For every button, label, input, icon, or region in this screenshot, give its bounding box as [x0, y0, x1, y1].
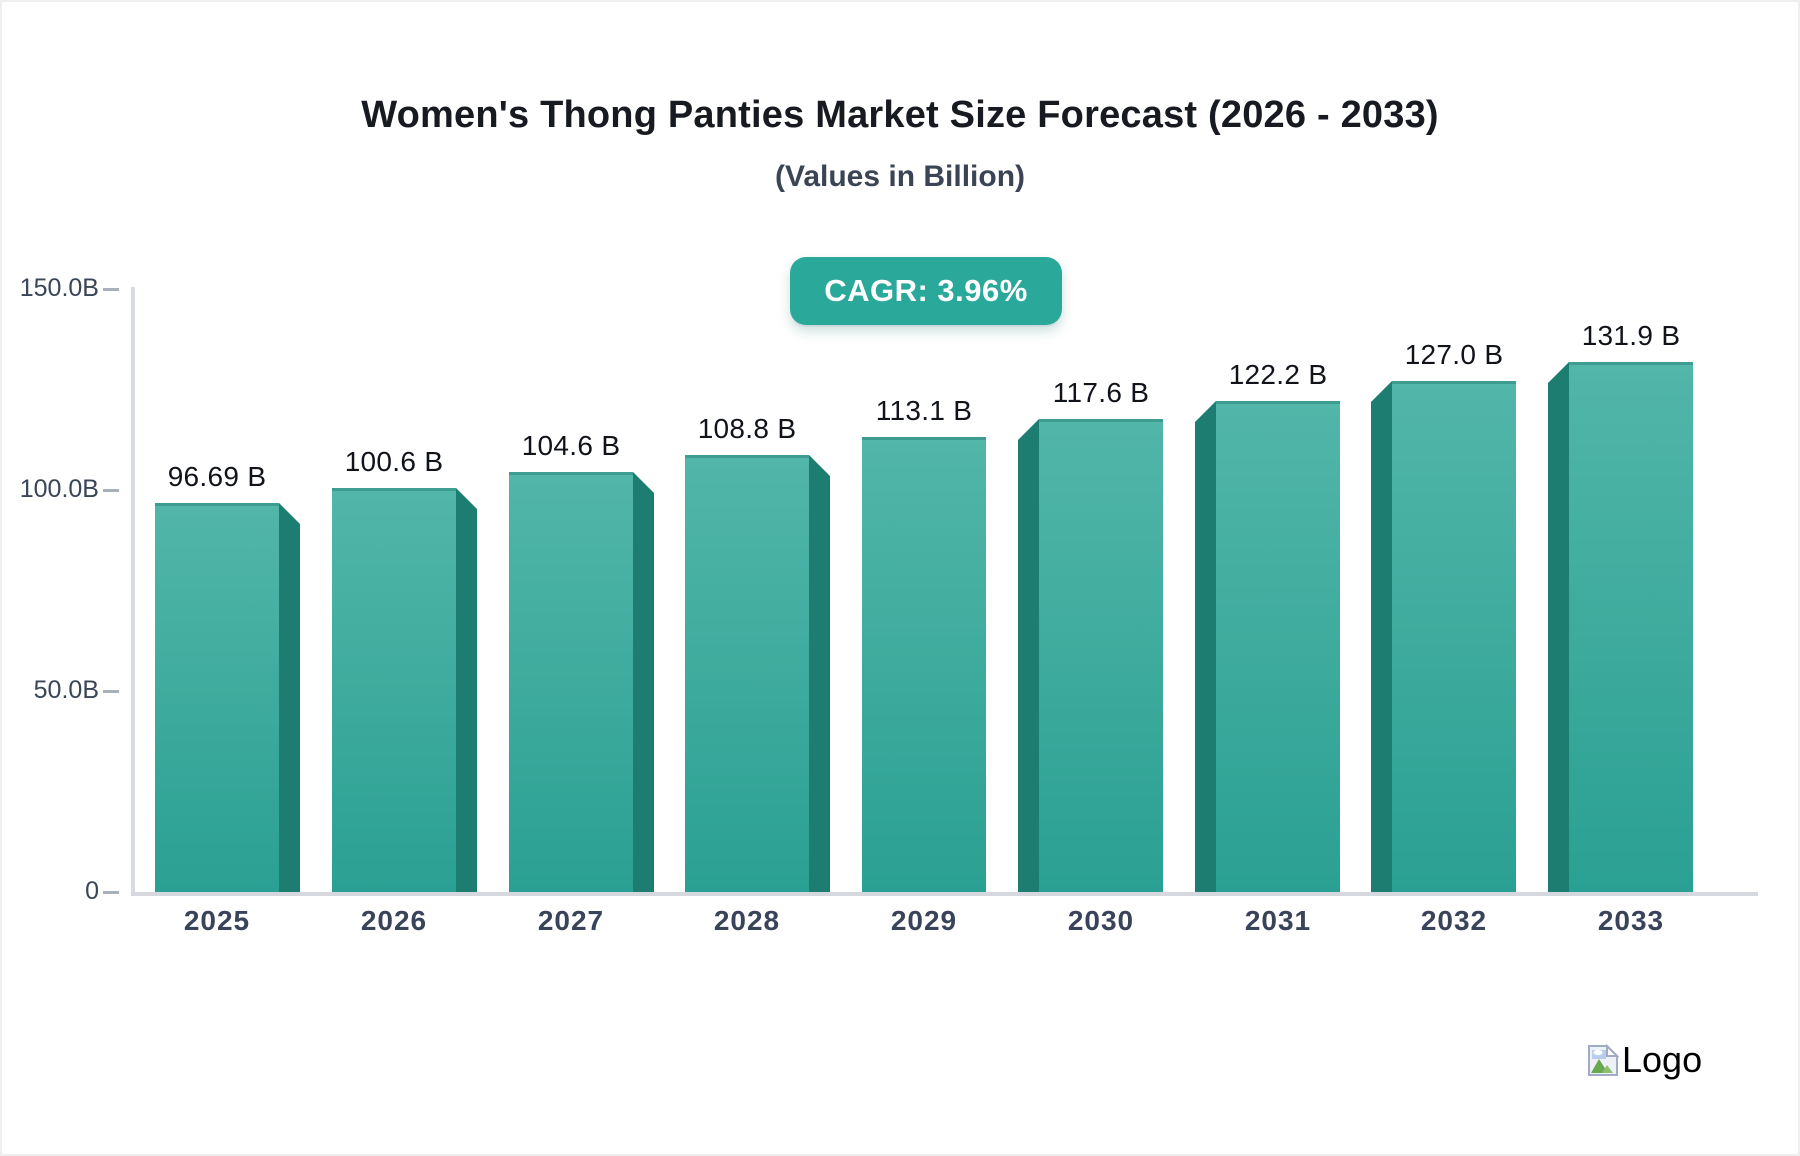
y-axis-tick-mark [103, 891, 119, 894]
bar-value-label: 117.6 B [1052, 377, 1150, 408]
x-axis-label: 2027 [537, 905, 605, 936]
bar-side-face [1548, 362, 1569, 892]
y-axis-tick-label: 50.0B [33, 676, 99, 704]
bar-2029 [862, 437, 986, 892]
bar-value-label: 104.6 B [521, 430, 621, 461]
y-axis-tick-label: 100.0B [19, 475, 99, 503]
x-axis-label: 2028 [713, 905, 781, 936]
bar-side-face [279, 503, 300, 892]
bar-value-label: 113.1 B [875, 395, 973, 426]
x-axis-label: 2026 [360, 905, 428, 936]
x-axis-label: 2025 [183, 905, 251, 936]
bar-2025 [155, 503, 279, 892]
bar-side-face [1371, 381, 1392, 892]
bar-value-label: 122.2 B [1228, 359, 1328, 390]
bar-2032 [1392, 381, 1516, 892]
logo: Logo [1586, 1038, 1702, 1082]
bar-side-face [1195, 401, 1216, 892]
x-axis-label: 2029 [890, 905, 958, 936]
bar-side-face [1018, 419, 1039, 892]
bar-2026 [332, 488, 456, 892]
bar-2033 [1569, 362, 1693, 892]
chart-subtitle: (Values in Billion) [774, 160, 1026, 193]
y-axis-line [131, 287, 135, 896]
y-axis-tick-label: 0 [85, 877, 99, 905]
bar-value-label: 131.9 B [1581, 320, 1681, 351]
bar-value-label: 108.8 B [697, 413, 797, 444]
bar-side-face [809, 455, 830, 892]
bar-2028 [685, 455, 809, 892]
x-axis-label: 2033 [1597, 905, 1665, 936]
y-axis-tick-label: 150.0B [19, 274, 99, 302]
logo-text: Logo [1622, 1039, 1703, 1080]
y-axis-tick-mark [103, 489, 119, 492]
bar-side-face [456, 488, 477, 892]
bar-2031 [1216, 401, 1340, 892]
cagr-badge: CAGR: 3.96% [790, 257, 1062, 325]
bar-2027 [509, 472, 633, 892]
x-axis-line [131, 892, 1758, 896]
x-axis-label: 2030 [1067, 905, 1135, 936]
y-axis-tick-mark [103, 288, 119, 291]
bar-value-label: 127.0 B [1404, 339, 1504, 370]
bar-side-face [633, 472, 654, 892]
bar-value-label: 96.69 B [167, 461, 267, 492]
y-axis-tick-mark [103, 690, 119, 693]
bar-2030 [1039, 419, 1163, 892]
x-axis-label: 2031 [1244, 905, 1312, 936]
broken-image-icon [1588, 1043, 1620, 1076]
x-axis-label: 2032 [1420, 905, 1488, 936]
bar-value-label: 100.6 B [344, 446, 444, 477]
chart-title: Women's Thong Panties Market Size Foreca… [361, 94, 1439, 136]
